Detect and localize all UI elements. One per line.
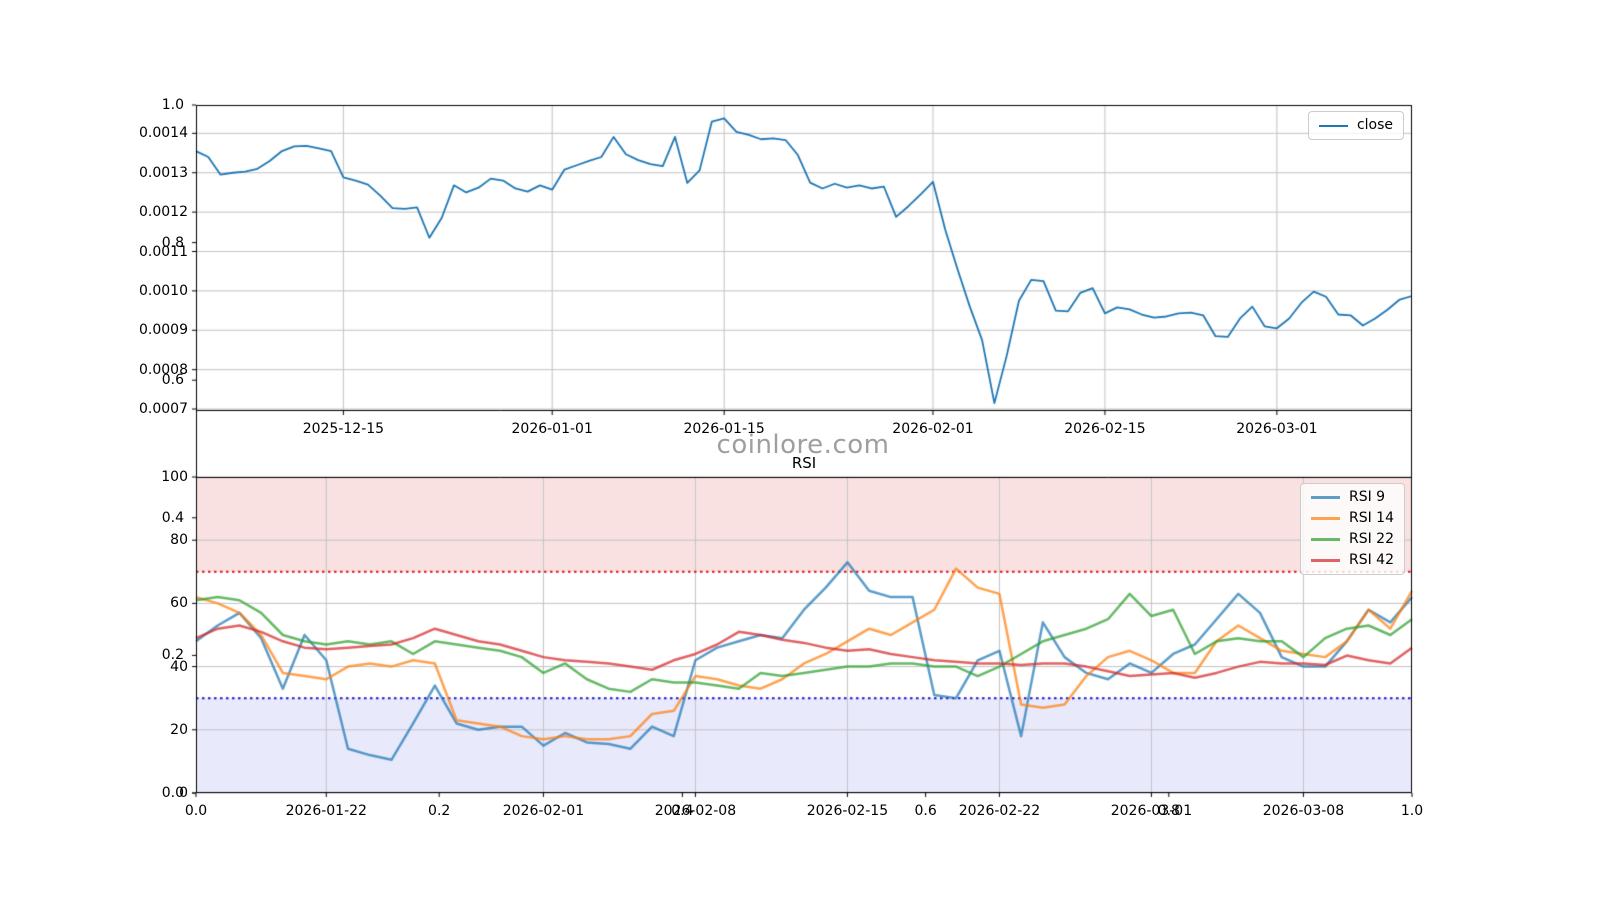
price-x-tick-label: 2026-03-01 (1236, 421, 1318, 437)
price-y-tick-label: 0.0008 (139, 361, 188, 378)
rsi-x-tick-label: 2026-02-15 (806, 803, 889, 819)
rsi-y-tick-label: 60 (170, 595, 188, 612)
rsi-x-tick-label: 2026-01-22 (285, 803, 367, 819)
legend-label-rsi42: RSI 42 (1348, 552, 1394, 568)
legend-row-rsi9: RSI 9 (1310, 489, 1394, 506)
watermark: coinlore.com (716, 430, 890, 460)
overlay-x-tick-label: 0.2 (428, 803, 451, 819)
legend-label-close: close (1356, 117, 1393, 133)
overlay-x-tick-label: 0.8 (1157, 803, 1180, 819)
legend-label-rsi14: RSI 14 (1348, 510, 1394, 526)
legend-close[interactable]: close (1307, 111, 1404, 140)
rsi-y-tick-label: 80 (170, 532, 188, 549)
overlay-x-tick-label: 0.4 (671, 803, 694, 819)
price-x-tick-label: 2026-02-01 (892, 421, 974, 437)
rsi-x-tick-label: 2026-02-22 (958, 803, 1041, 819)
rsi-axis-title: RSI (791, 454, 817, 472)
price-y-tick-label: 0.0007 (139, 401, 188, 418)
price-x-tick-label: 2025-12-15 (302, 421, 385, 437)
rsi9-line-swatch (1310, 496, 1340, 499)
rsi-x-tick-label: 2026-03-01 (1110, 803, 1193, 819)
price-x-tick-label: 2026-01-01 (511, 421, 593, 437)
price-x-tick-label: 2026-01-15 (683, 421, 765, 437)
overlay-y-tick-label: 0.2 (161, 647, 184, 664)
overlay-y-tick-label: 0.6 (161, 372, 184, 389)
price-y-tick-label: 0.0010 (139, 282, 188, 299)
price-y-tick-label: 0.0011 (139, 243, 188, 260)
rsi-x-tick-label: 2026-02-01 (502, 803, 585, 819)
rsi-x-tick-label: 2026-02-08 (654, 803, 737, 819)
legend-row-rsi22: RSI 22 (1310, 531, 1394, 548)
rsi42-line-swatch (1310, 559, 1340, 562)
price-x-tick-label: 2026-02-15 (1064, 421, 1146, 437)
rsi-y-tick-label: 100 (161, 469, 188, 485)
price-y-tick-label: 0.0009 (139, 322, 188, 339)
overlay-x-tick-label: 0.0 (184, 803, 208, 819)
legend-row-rsi42: RSI 42 (1310, 552, 1394, 569)
close-line-swatch (1318, 124, 1348, 127)
legend-rsi[interactable]: RSI 9 RSI 14 RSI 22 RSI 42 (1299, 483, 1405, 575)
overlay-x-tick-label: 1.0 (1400, 803, 1424, 819)
legend-row-rsi14: RSI 14 (1310, 510, 1394, 527)
rsi-y-tick-label: 0 (179, 785, 188, 801)
price-y-tick-label: 0.0014 (139, 125, 188, 142)
rsi14-line-swatch (1310, 517, 1340, 520)
rsi-y-tick-label: 40 (170, 658, 188, 675)
overlay-y-tick-label: 0.8 (161, 234, 184, 251)
legend-row-close: close (1318, 117, 1393, 134)
overlay-y-tick-label: 1.0 (161, 97, 184, 113)
rsi-y-tick-label: 20 (170, 721, 188, 738)
price-y-tick-label: 0.0012 (139, 204, 188, 221)
legend-label-rsi9: RSI 9 (1348, 489, 1386, 505)
overlay-y-tick-label: 0.4 (161, 509, 184, 526)
rsi-x-tick-label: 2026-03-08 (1262, 803, 1345, 819)
legend-label-rsi22: RSI 22 (1348, 531, 1394, 547)
rsi22-line-swatch (1310, 538, 1340, 541)
price-y-tick-label: 0.0013 (139, 164, 188, 181)
overlay-y-tick-label: 0.0 (161, 785, 184, 801)
overlay-x-tick-label: 0.6 (914, 803, 937, 819)
